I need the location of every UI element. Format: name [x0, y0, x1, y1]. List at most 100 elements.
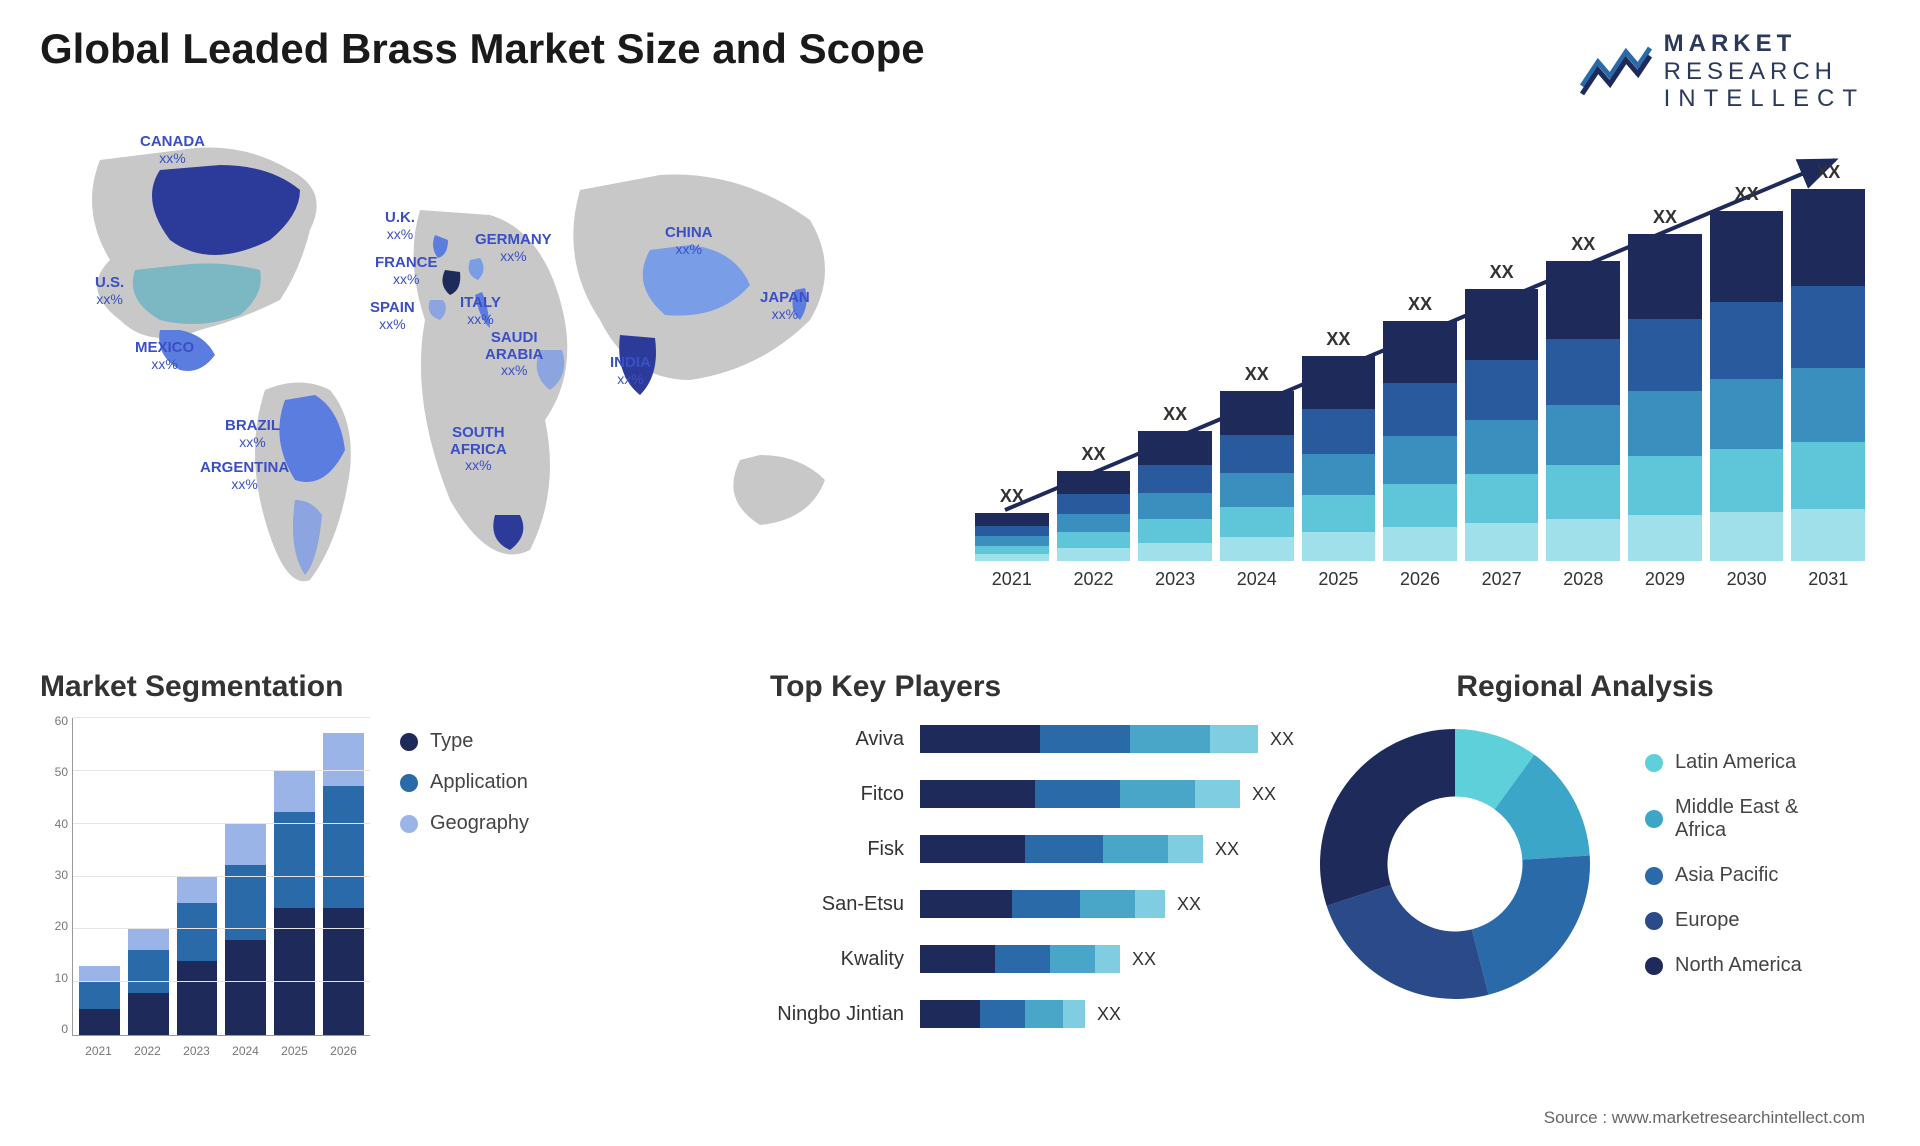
forecast-value: XX [1000, 486, 1024, 507]
map-label: CANADAxx% [140, 134, 205, 166]
forecast-year: 2021 [992, 569, 1032, 590]
seg-year: 2025 [274, 1040, 315, 1064]
forecast-year: 2026 [1400, 569, 1440, 590]
map-label: MEXICOxx% [135, 340, 194, 372]
player-bar [920, 1000, 1085, 1028]
forecast-bar: XX 2025 [1302, 329, 1376, 590]
legend-swatch [1645, 912, 1663, 930]
player-row: Kwality XX [770, 939, 1300, 979]
logo-line2: RESEARCH [1664, 58, 1865, 86]
player-row: Aviva XX [770, 719, 1300, 759]
map-label: SPAINxx% [370, 300, 415, 332]
seg-year: 2022 [127, 1040, 168, 1064]
player-name: Aviva [770, 728, 920, 751]
forecast-value: XX [1081, 444, 1105, 465]
legend-item: Europe [1645, 909, 1802, 932]
forecast-bar: XX 2030 [1710, 184, 1784, 590]
legend-item: North America [1645, 954, 1802, 977]
legend-swatch [1645, 754, 1663, 772]
page-title: Global Leaded Brass Market Size and Scop… [40, 25, 925, 73]
brand-logo: MARKET RESEARCH INTELLECT [1580, 30, 1865, 113]
segmentation-chart: 0102030405060 202120222023202420252026 [40, 714, 370, 1064]
seg-bar [79, 966, 120, 1035]
forecast-year: 2031 [1808, 569, 1848, 590]
forecast-year: 2027 [1482, 569, 1522, 590]
legend-swatch [1645, 867, 1663, 885]
player-row: FiskXX [770, 829, 1300, 869]
map-label: JAPANxx% [760, 290, 810, 322]
region-legend: Latin America Middle East &Africa Asia Pac… [1645, 751, 1802, 977]
player-value: XX [1097, 1004, 1121, 1025]
player-bar [920, 835, 1203, 863]
logo-line3: INTELLECT [1664, 85, 1865, 113]
forecast-year: 2029 [1645, 569, 1685, 590]
seg-year: 2021 [78, 1040, 119, 1064]
forecast-bar: XX 2027 [1465, 262, 1539, 590]
region-title: Regional Analysis [1305, 670, 1865, 704]
legend-label: Application [430, 771, 528, 794]
forecast-year: 2028 [1563, 569, 1603, 590]
forecast-value: XX [1163, 404, 1187, 425]
player-value: XX [1177, 894, 1201, 915]
forecast-bar: XX 2021 [975, 486, 1049, 590]
player-value: XX [1270, 729, 1294, 750]
seg-year: 2026 [323, 1040, 364, 1064]
segmentation-section: Market Segmentation 0102030405060 202120… [40, 670, 600, 1100]
legend-swatch [400, 815, 418, 833]
legend-label: Asia Pacific [1675, 864, 1778, 887]
forecast-year: 2025 [1318, 569, 1358, 590]
map-label: ITALYxx% [460, 295, 501, 327]
legend-item: Asia Pacific [1645, 864, 1802, 887]
forecast-value: XX [1735, 184, 1759, 205]
map-label: SAUDIARABIAxx% [485, 330, 543, 378]
seg-bar [177, 876, 218, 1035]
forecast-year: 2024 [1237, 569, 1277, 590]
players-title: Top Key Players [770, 670, 1300, 704]
player-name: Ningbo Jintian [770, 1003, 920, 1026]
player-value: XX [1132, 949, 1156, 970]
seg-year: 2024 [225, 1040, 266, 1064]
forecast-chart: XX2021XX2022XX2023XX2024XX2025XX2026XX20… [975, 140, 1865, 630]
player-value: XX [1215, 839, 1239, 860]
player-bar [920, 725, 1258, 753]
map-label: U.K.xx% [385, 210, 415, 242]
forecast-year: 2030 [1727, 569, 1767, 590]
seg-year: 2023 [176, 1040, 217, 1064]
forecast-bar: XX2028 [1546, 234, 1620, 590]
forecast-value: XX [1490, 262, 1514, 283]
legend-swatch [400, 774, 418, 792]
legend-item: Geography [400, 812, 529, 835]
player-name: San-Etsu [770, 893, 920, 916]
segmentation-title: Market Segmentation [40, 670, 600, 704]
player-name: Kwality [770, 948, 920, 971]
player-bar [920, 890, 1165, 918]
legend-item: Type [400, 730, 529, 753]
forecast-year: 2022 [1073, 569, 1113, 590]
forecast-value: XX [1653, 207, 1677, 228]
forecast-bar: XX 2031 [1791, 162, 1865, 590]
forecast-value: XX [1408, 294, 1432, 315]
player-row: Ningbo Jintian XX [770, 994, 1300, 1034]
legend-label: Europe [1675, 909, 1740, 932]
region-donut [1305, 714, 1605, 1014]
map-label: BRAZILxx% [225, 418, 280, 450]
legend-label: Middle East &Africa [1675, 796, 1798, 842]
donut-slice [1327, 885, 1489, 999]
map-svg [40, 120, 940, 640]
player-value: XX [1252, 784, 1276, 805]
seg-bar [323, 733, 364, 1035]
player-bar [920, 780, 1240, 808]
forecast-value: XX [1326, 329, 1350, 350]
region-section: Regional Analysis Latin America Middle Ea… [1305, 670, 1865, 1100]
forecast-value: XX [1816, 162, 1840, 183]
legend-label: Latin America [1675, 751, 1796, 774]
segmentation-legend: Type Application Geography [400, 730, 529, 835]
forecast-year: 2023 [1155, 569, 1195, 590]
forecast-bar: XX 2022 [1057, 444, 1131, 590]
legend-item: Application [400, 771, 529, 794]
logo-icon [1580, 44, 1652, 99]
source-text: Source : www.marketresearchintellect.com [1544, 1108, 1865, 1128]
player-name: Fitco [770, 783, 920, 806]
forecast-bar: XX 2026 [1383, 294, 1457, 590]
player-row: Fitco XX [770, 774, 1300, 814]
